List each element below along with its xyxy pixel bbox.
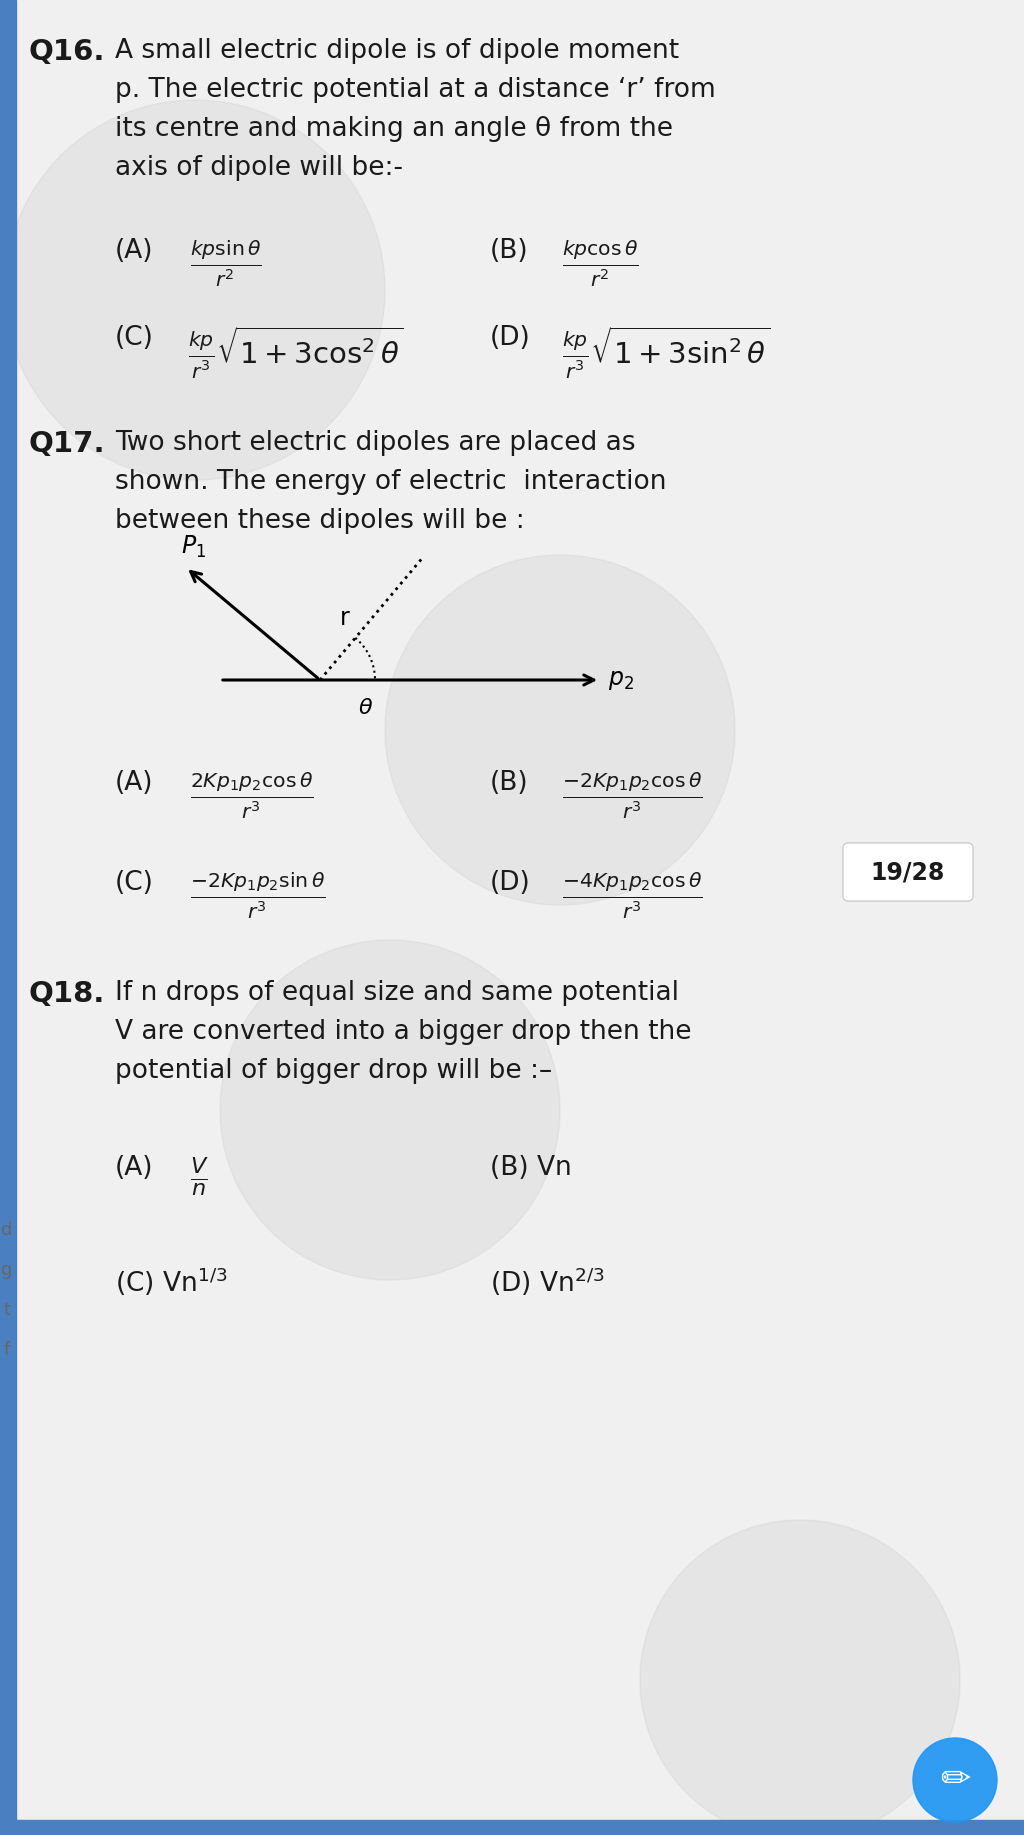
Text: 19/28: 19/28: [870, 861, 945, 884]
Text: (A): (A): [115, 1154, 154, 1182]
Circle shape: [640, 1519, 961, 1835]
Text: (C): (C): [115, 870, 154, 895]
Text: ✏: ✏: [940, 1763, 970, 1796]
Circle shape: [5, 99, 385, 481]
Text: r: r: [339, 606, 349, 629]
Text: (B): (B): [490, 771, 528, 796]
Text: Q18.: Q18.: [28, 980, 104, 1007]
Text: Q17.: Q17.: [28, 429, 104, 459]
FancyBboxPatch shape: [843, 842, 973, 901]
Text: $p_2$: $p_2$: [608, 668, 634, 692]
Text: f: f: [4, 1341, 10, 1360]
Text: $\frac{kp\cos\theta}{r^2}$: $\frac{kp\cos\theta}{r^2}$: [562, 239, 639, 288]
Text: A small electric dipole is of dipole moment
p. The electric potential at a dista: A small electric dipole is of dipole mom…: [115, 39, 716, 182]
Text: (C): (C): [115, 325, 154, 350]
Text: $\frac{-4Kp_1p_2\cos\theta}{r^3}$: $\frac{-4Kp_1p_2\cos\theta}{r^3}$: [562, 870, 702, 921]
Text: Q16.: Q16.: [28, 39, 104, 66]
Text: If n drops of equal size and same potential
V are converted into a bigger drop t: If n drops of equal size and same potent…: [115, 980, 691, 1084]
Text: $\frac{V}{n}$: $\frac{V}{n}$: [190, 1154, 209, 1198]
Text: t: t: [3, 1301, 10, 1319]
Text: (D): (D): [490, 325, 530, 350]
Text: (D): (D): [490, 870, 530, 895]
Bar: [0, 1820, 1024, 1835]
Text: $\frac{2Kp_1p_2\cos\theta}{r^3}$: $\frac{2Kp_1p_2\cos\theta}{r^3}$: [190, 771, 313, 820]
Text: $\frac{-2Kp_1p_2\cos\theta}{r^3}$: $\frac{-2Kp_1p_2\cos\theta}{r^3}$: [562, 771, 702, 820]
Text: (D) Vn$^{2/3}$: (D) Vn$^{2/3}$: [490, 1264, 604, 1297]
Text: g: g: [1, 1261, 12, 1279]
Circle shape: [913, 1738, 997, 1822]
Circle shape: [220, 940, 560, 1281]
Text: Two short electric dipoles are placed as
shown. The energy of electric  interact: Two short electric dipoles are placed as…: [115, 429, 667, 534]
Text: (A): (A): [115, 771, 154, 796]
Text: $P_1$: $P_1$: [181, 534, 206, 560]
Text: d: d: [1, 1220, 12, 1239]
Text: $\theta$: $\theta$: [358, 697, 373, 717]
Text: (C) Vn$^{1/3}$: (C) Vn$^{1/3}$: [115, 1264, 227, 1297]
Text: $\frac{kp}{r^3}\sqrt{1+3\sin^2\theta}$: $\frac{kp}{r^3}\sqrt{1+3\sin^2\theta}$: [562, 325, 770, 382]
Text: (B): (B): [490, 239, 528, 264]
Circle shape: [385, 554, 735, 905]
Text: (A): (A): [115, 239, 154, 264]
Text: $\frac{kp\sin\theta}{r^2}$: $\frac{kp\sin\theta}{r^2}$: [190, 239, 262, 288]
Bar: [0, 0, 16, 1835]
Text: $\frac{-2Kp_1p_2\sin\theta}{r^3}$: $\frac{-2Kp_1p_2\sin\theta}{r^3}$: [190, 870, 326, 921]
Text: $\frac{kp}{r^3}\sqrt{1+3\cos^2\theta}$: $\frac{kp}{r^3}\sqrt{1+3\cos^2\theta}$: [188, 325, 403, 382]
Text: (B) Vn: (B) Vn: [490, 1154, 571, 1182]
